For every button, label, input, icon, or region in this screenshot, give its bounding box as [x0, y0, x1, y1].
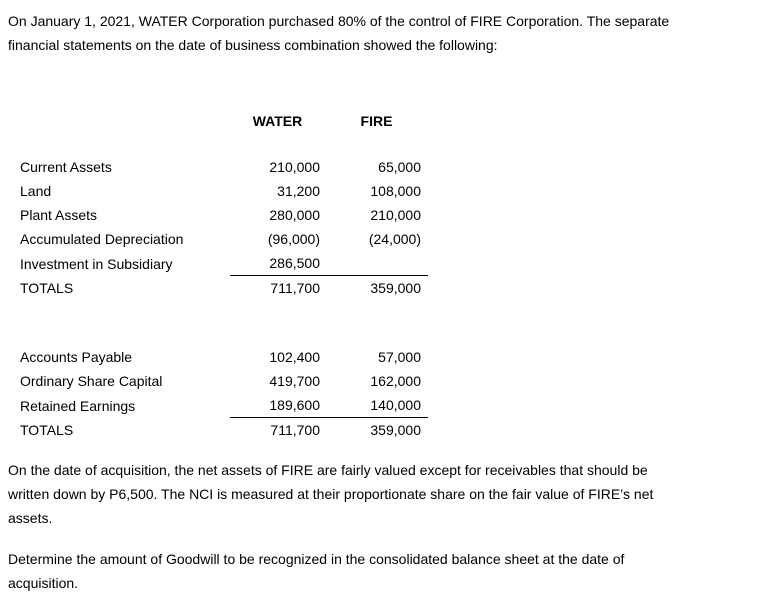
water-value: 210,000: [269, 159, 320, 175]
row-label: Investment in Subsidiary: [20, 255, 173, 272]
row-label: TOTALS: [20, 422, 74, 438]
intro-paragraph: On January 1, 2021, WATER Corporation pu…: [8, 13, 670, 53]
water-value: (96,000): [267, 231, 320, 247]
fire-total: 359,000: [370, 280, 421, 296]
water-value: 102,400: [269, 349, 320, 365]
fire-value: 140,000: [325, 393, 428, 418]
row-label: Current Assets: [20, 159, 112, 175]
fire-value: [325, 251, 428, 276]
table-row: Ordinary Share Capital 419,700 162,000: [20, 369, 428, 393]
column-header-water: WATER: [252, 113, 303, 129]
water-value: 189,600: [230, 393, 325, 418]
assets-table: WATER FIRE Current Assets 210,000 65,000…: [20, 87, 428, 300]
row-label: TOTALS: [20, 280, 74, 296]
table-row: Plant Assets 280,000 210,000: [20, 203, 428, 227]
water-value: 280,000: [269, 207, 320, 223]
fire-value: 108,000: [370, 183, 421, 199]
row-label: Land: [20, 183, 52, 199]
table-row: Retained Earnings 189,600 140,000: [20, 393, 428, 418]
fire-value: 57,000: [378, 349, 421, 365]
table-row: Accounts Payable 102,400 57,000: [20, 345, 428, 369]
row-label: Ordinary Share Capital: [20, 373, 163, 389]
note-paragraph: On the date of acquisition, the net asse…: [8, 462, 654, 526]
question-paragraph: Determine the amount of Goodwill to be r…: [8, 551, 625, 591]
table-row: Accumulated Depreciation (96,000) (24,00…: [20, 227, 428, 251]
water-value: 31,200: [277, 183, 320, 199]
totals-row: TOTALS 711,700 359,000: [20, 418, 428, 443]
water-value: 419,700: [269, 373, 320, 389]
document-page: On January 1, 2021, WATER Corporation pu…: [8, 13, 670, 591]
equities-table: Accounts Payable 102,400 57,000 Ordinary…: [20, 345, 428, 442]
water-value: 286,500: [230, 251, 325, 276]
row-label: Plant Assets: [20, 207, 98, 223]
fire-value: (24,000): [368, 231, 421, 247]
water-total: 711,700: [270, 422, 320, 438]
row-label: Retained Earnings: [20, 397, 136, 414]
column-header-fire: FIRE: [360, 113, 393, 129]
row-label: Accounts Payable: [20, 349, 133, 365]
water-total: 711,700: [270, 280, 320, 296]
table-row: Land 31,200 108,000: [20, 179, 428, 203]
table-row: Investment in Subsidiary 286,500: [20, 251, 428, 276]
table-header-row: WATER FIRE: [20, 87, 428, 155]
fire-total: 359,000: [370, 422, 421, 438]
fire-value: 65,000: [378, 159, 421, 175]
fire-value: 210,000: [370, 207, 421, 223]
fire-value: 162,000: [370, 373, 421, 389]
table-row: Current Assets 210,000 65,000: [20, 155, 428, 179]
empty-header-cell: [20, 87, 230, 155]
row-label: Accumulated Depreciation: [20, 231, 184, 247]
totals-row: TOTALS 711,700 359,000: [20, 276, 428, 301]
